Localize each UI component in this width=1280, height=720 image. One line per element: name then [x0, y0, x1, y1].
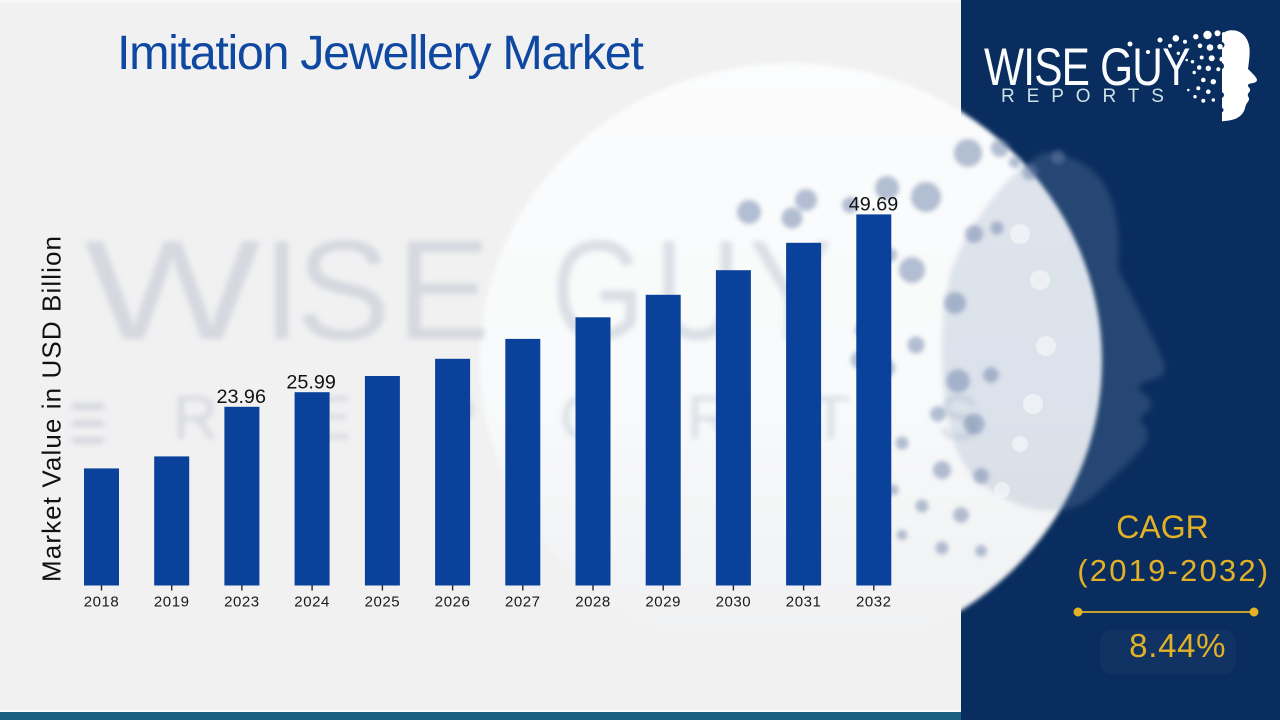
- svg-text:CAGR: CAGR: [1116, 509, 1208, 545]
- svg-text:2031: 2031: [786, 593, 822, 610]
- svg-text:S: S: [296, 211, 391, 370]
- svg-text:REPORTS: REPORTS: [1001, 86, 1176, 107]
- svg-text:2023: 2023: [224, 593, 260, 610]
- svg-text:23.96: 23.96: [216, 386, 266, 408]
- svg-text:8.44%: 8.44%: [1129, 627, 1226, 664]
- svg-text:WISE GUY: WISE GUY: [984, 39, 1190, 98]
- svg-text:2032: 2032: [856, 593, 892, 610]
- svg-text:I: I: [262, 211, 301, 370]
- svg-text:2030: 2030: [716, 593, 752, 610]
- svg-text:2028: 2028: [575, 593, 611, 610]
- svg-text:2024: 2024: [294, 593, 330, 610]
- svg-text:E: E: [396, 211, 491, 370]
- svg-text:Market Value in USD Billion: Market Value in USD Billion: [37, 235, 67, 582]
- svg-text:Imitation Jewellery Market: Imitation Jewellery Market: [117, 26, 644, 80]
- svg-text:(2019-2032): (2019-2032): [1077, 553, 1270, 588]
- svg-text:2018: 2018: [84, 593, 120, 610]
- svg-text:2019: 2019: [154, 593, 190, 610]
- svg-text:25.99: 25.99: [286, 372, 336, 394]
- svg-text:R: R: [173, 384, 218, 453]
- svg-text:2025: 2025: [365, 593, 401, 610]
- svg-text:W: W: [84, 211, 261, 370]
- svg-text:2026: 2026: [435, 593, 471, 610]
- svg-text:2027: 2027: [505, 593, 541, 610]
- svg-text:49.69: 49.69: [849, 193, 899, 215]
- svg-text:2029: 2029: [645, 593, 681, 610]
